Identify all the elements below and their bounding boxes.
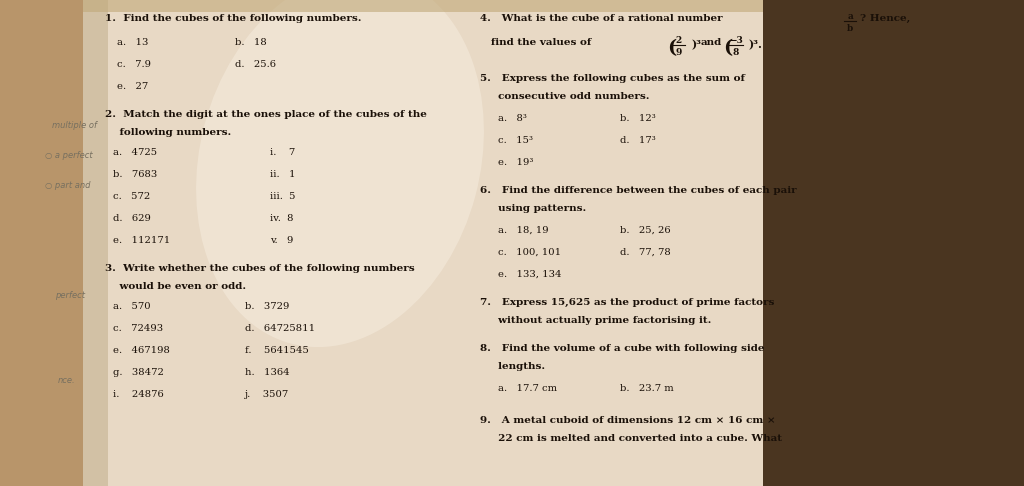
Text: following numbers.: following numbers. (105, 128, 231, 137)
Text: a.   17.7 cm: a. 17.7 cm (498, 384, 557, 393)
Bar (83, 0, 108, 486)
Text: e.   133, 134: e. 133, 134 (498, 270, 561, 279)
Text: e.   467198: e. 467198 (113, 346, 170, 355)
Text: nce.: nce. (58, 376, 76, 384)
Text: iii.  5: iii. 5 (270, 192, 296, 201)
Text: lengths.: lengths. (480, 362, 545, 371)
Text: b.   12³: b. 12³ (620, 114, 655, 123)
Text: a: a (847, 12, 853, 21)
Text: and: and (701, 38, 722, 47)
Text: a.   8³: a. 8³ (498, 114, 527, 123)
Text: c.   7.9: c. 7.9 (117, 60, 151, 69)
Text: e.   27: e. 27 (117, 82, 148, 91)
Text: g.   38472: g. 38472 (113, 368, 164, 377)
Text: a.   18, 19: a. 18, 19 (498, 226, 549, 235)
Text: 2.  Match the digit at the ones place of the cubes of the: 2. Match the digit at the ones place of … (105, 110, 427, 119)
Text: without actually prime factorising it.: without actually prime factorising it. (480, 316, 712, 325)
Text: c.   572: c. 572 (113, 192, 151, 201)
Text: multiple of: multiple of (52, 121, 97, 129)
Text: d.   17³: d. 17³ (620, 136, 655, 145)
Text: b.   18: b. 18 (234, 38, 266, 47)
Text: perfect: perfect (55, 291, 85, 299)
Bar (760, 0, 1024, 486)
Text: i.    7: i. 7 (270, 148, 295, 157)
Text: d.   629: d. 629 (113, 214, 151, 223)
Bar (83, 0, 763, 486)
Text: b.   3729: b. 3729 (245, 302, 290, 311)
Text: 8: 8 (733, 48, 739, 57)
Text: b: b (847, 24, 853, 33)
Text: b.   7683: b. 7683 (113, 170, 158, 179)
Text: ? Hence,: ? Hence, (860, 14, 910, 23)
Text: would be even or odd.: would be even or odd. (105, 282, 246, 291)
Text: d.   25.6: d. 25.6 (234, 60, 276, 69)
Text: b.   25, 26: b. 25, 26 (620, 226, 671, 235)
Text: ii.   1: ii. 1 (270, 170, 296, 179)
Text: f.    5641545: f. 5641545 (245, 346, 309, 355)
Text: 3.  Write whether the cubes of the following numbers: 3. Write whether the cubes of the follow… (105, 264, 415, 273)
Text: i.    24876: i. 24876 (113, 390, 164, 399)
Text: a.   570: a. 570 (113, 302, 151, 311)
Text: e.   112171: e. 112171 (113, 236, 170, 245)
Text: )³: )³ (691, 39, 701, 50)
Text: 6.   Find the difference between the cubes of each pair: 6. Find the difference between the cubes… (480, 186, 797, 195)
Text: c.   100, 101: c. 100, 101 (498, 248, 561, 257)
Text: b.   23.7 m: b. 23.7 m (620, 384, 674, 393)
Text: d.   77, 78: d. 77, 78 (620, 248, 671, 257)
Text: c.   15³: c. 15³ (498, 136, 534, 145)
Text: ○ part and: ○ part and (45, 180, 90, 190)
Text: 9.   A metal cuboid of dimensions 12 cm × 16 cm ×: 9. A metal cuboid of dimensions 12 cm × … (480, 416, 775, 425)
Text: v.   9: v. 9 (270, 236, 293, 245)
Text: a.   13: a. 13 (117, 38, 148, 47)
Text: h.   1364: h. 1364 (245, 368, 290, 377)
Text: a.   4725: a. 4725 (113, 148, 157, 157)
Text: 5.   Express the following cubes as the sum of: 5. Express the following cubes as the su… (480, 74, 744, 83)
Text: −3: −3 (729, 36, 743, 45)
Text: 4.   What is the cube of a rational number: 4. What is the cube of a rational number (480, 14, 726, 23)
Text: )³.: )³. (748, 39, 762, 50)
Text: d.   64725811: d. 64725811 (245, 324, 315, 333)
Text: (: ( (723, 39, 732, 57)
Text: ○ a perfect: ○ a perfect (45, 151, 92, 159)
Text: using patterns.: using patterns. (480, 204, 587, 213)
Text: consecutive odd numbers.: consecutive odd numbers. (480, 92, 649, 101)
Text: (: ( (667, 39, 676, 57)
Text: c.   72493: c. 72493 (113, 324, 163, 333)
Text: iv.  8: iv. 8 (270, 214, 294, 223)
Text: 9: 9 (676, 48, 682, 57)
Text: j.    3507: j. 3507 (245, 390, 289, 399)
Bar (83, 0, 763, 12)
Text: 22 cm is melted and converted into a cube. What: 22 cm is melted and converted into a cub… (480, 434, 782, 443)
Text: 7.   Express 15,625 as the product of prime factors: 7. Express 15,625 as the product of prim… (480, 298, 774, 307)
Text: find the values of: find the values of (480, 38, 595, 47)
Text: 8.   Find the volume of a cube with following side: 8. Find the volume of a cube with follow… (480, 344, 765, 353)
Text: 1.  Find the cubes of the following numbers.: 1. Find the cubes of the following numbe… (105, 14, 361, 23)
Text: 2: 2 (676, 36, 682, 45)
Ellipse shape (197, 0, 484, 347)
Text: e.   19³: e. 19³ (498, 158, 534, 167)
